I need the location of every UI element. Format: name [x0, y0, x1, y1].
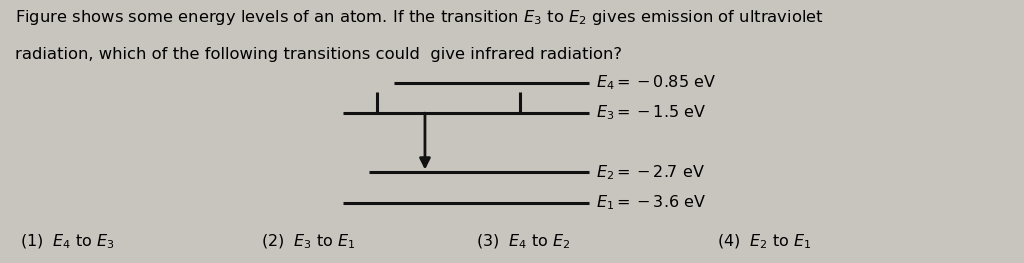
Text: (1)  $E_4$ to $E_3$: (1) $E_4$ to $E_3$	[20, 233, 116, 251]
Text: (3)  $E_4$ to $E_2$: (3) $E_4$ to $E_2$	[476, 233, 571, 251]
Text: (4)  $E_2$ to $E_1$: (4) $E_2$ to $E_1$	[717, 233, 812, 251]
Text: Figure shows some energy levels of an atom. If the transition $E_3$ to $E_2$ giv: Figure shows some energy levels of an at…	[15, 8, 824, 27]
Text: $E_1 = -3.6$ eV: $E_1 = -3.6$ eV	[596, 193, 707, 212]
Text: $E_3 = -1.5$ eV: $E_3 = -1.5$ eV	[596, 104, 707, 123]
Text: radiation, which of the following transitions could  give infrared radiation?: radiation, which of the following transi…	[15, 47, 623, 62]
Text: (2)  $E_3$ to $E_1$: (2) $E_3$ to $E_1$	[261, 233, 356, 251]
Text: $E_4 = -0.85$ eV: $E_4 = -0.85$ eV	[596, 73, 716, 92]
Text: $E_2 = -2.7$ eV: $E_2 = -2.7$ eV	[596, 163, 705, 182]
